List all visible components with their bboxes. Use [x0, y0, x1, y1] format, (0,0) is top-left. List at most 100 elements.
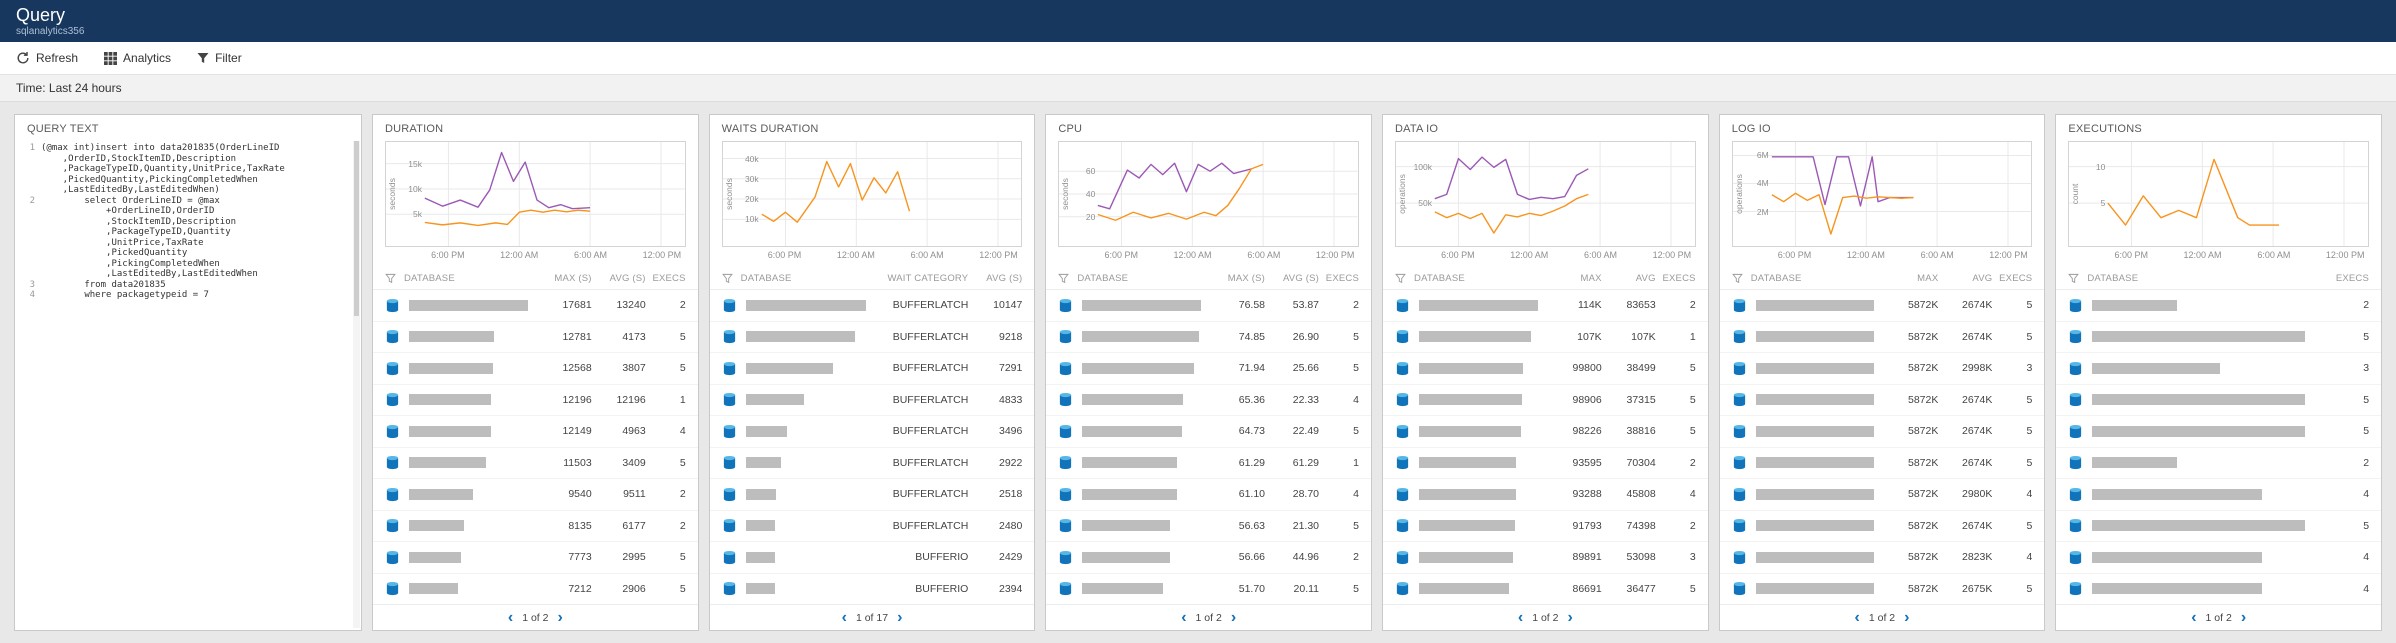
column-header-database[interactable]: DATABASE — [1414, 273, 1465, 284]
column-header-database[interactable]: DATABASE — [404, 273, 455, 284]
table-row[interactable]: BUFFERLATCH 2518 — [709, 479, 1035, 511]
prev-page-icon[interactable]: ‹ — [507, 608, 514, 626]
table-row[interactable]: BUFFERLATCH 2480 — [709, 511, 1035, 542]
table-row[interactable]: 71.94 25.66 5 — [1046, 353, 1372, 385]
column-header-database[interactable]: DATABASE — [1750, 273, 1802, 284]
prev-page-icon[interactable]: ‹ — [1181, 608, 1187, 626]
table-row[interactable]: 98226 38816 5 — [1383, 416, 1708, 448]
table-row[interactable]: 61.29 61.29 1 — [1046, 448, 1372, 479]
column-header[interactable]: AVG — [1972, 273, 1993, 284]
table-row[interactable]: 5872K 2674K 5 — [1719, 385, 2045, 416]
next-page-icon[interactable]: › — [1567, 608, 1573, 626]
table-filter-icon[interactable] — [385, 273, 396, 284]
table-row[interactable]: 5872K 2674K 5 — [1719, 511, 2045, 542]
table-row[interactable]: BUFFERIO 2394 — [710, 574, 1035, 605]
table-row[interactable]: 114K 83653 2 — [1383, 290, 1708, 322]
column-header-database[interactable]: DATABASE — [1077, 273, 1129, 284]
table-row[interactable]: 5872K 2980K 4 — [1719, 479, 2045, 511]
table-row[interactable]: 86691 36477 5 — [1383, 574, 1708, 605]
table-filter-icon[interactable] — [1058, 273, 1070, 284]
next-page-icon[interactable]: › — [2240, 608, 2247, 626]
table-row[interactable]: 5872K 2674K 5 — [1719, 416, 2045, 448]
column-header-database[interactable]: DATABASE — [2087, 273, 2139, 284]
table-row[interactable]: BUFFERLATCH 4833 — [709, 385, 1035, 416]
column-header[interactable]: MAX — [1580, 273, 1602, 284]
table-row[interactable]: 7212 2906 5 — [373, 574, 698, 605]
table-row[interactable]: BUFFERLATCH 9218 — [709, 322, 1035, 353]
table-row[interactable]: 12568 3807 5 — [373, 353, 698, 385]
next-page-icon[interactable]: › — [897, 608, 903, 626]
table-row[interactable]: BUFFERLATCH 10147 — [709, 290, 1035, 322]
column-header[interactable]: EXECS — [1662, 273, 1696, 284]
column-header[interactable]: MAX — [1917, 273, 1939, 284]
next-page-icon[interactable]: › — [1904, 608, 1910, 626]
table-row[interactable]: BUFFERLATCH 2922 — [709, 448, 1035, 479]
table-filter-icon[interactable] — [721, 273, 733, 284]
column-header[interactable]: WAIT CATEGORY — [887, 273, 969, 284]
scrollbar-thumb[interactable] — [354, 141, 359, 317]
column-header[interactable]: EXECS — [652, 273, 686, 284]
table-row[interactable]: BUFFERLATCH 3496 — [709, 416, 1035, 448]
column-header[interactable]: EXECS — [2335, 273, 2370, 284]
prev-page-icon[interactable]: ‹ — [2191, 608, 2197, 626]
table-row[interactable]: BUFFERLATCH 7291 — [709, 353, 1035, 385]
table-row[interactable]: 11503 3409 5 — [373, 448, 698, 479]
table-row[interactable]: 5 — [2056, 416, 2382, 448]
column-header[interactable]: AVG (S) — [1282, 273, 1320, 284]
table-row[interactable]: 4 — [2056, 479, 2382, 511]
scrollbar[interactable] — [353, 141, 360, 628]
column-header[interactable]: AVG (S) — [986, 273, 1023, 284]
table-row[interactable]: 76.58 53.87 2 — [1046, 290, 1372, 322]
table-row[interactable]: 5 — [2056, 322, 2382, 353]
table-row[interactable]: 4 — [2056, 542, 2382, 574]
table-row[interactable]: 2 — [2056, 290, 2382, 322]
table-row[interactable]: 8135 6177 2 — [373, 511, 698, 542]
table-row[interactable]: 51.70 20.11 5 — [1046, 574, 1371, 605]
prev-page-icon[interactable]: ‹ — [1854, 608, 1860, 626]
table-row[interactable]: 93288 45808 4 — [1383, 479, 1708, 511]
column-header[interactable]: AVG — [1635, 273, 1656, 284]
table-row[interactable]: 89891 53098 3 — [1383, 542, 1708, 574]
table-row[interactable]: BUFFERIO 2429 — [709, 542, 1035, 574]
table-filter-icon[interactable] — [1395, 273, 1406, 284]
table-row[interactable]: 56.63 21.30 5 — [1046, 511, 1372, 542]
column-header[interactable]: AVG (S) — [609, 273, 646, 284]
table-filter-icon[interactable] — [1731, 273, 1743, 284]
analytics-button[interactable]: Analytics — [104, 51, 171, 65]
table-row[interactable]: 12196 12196 1 — [373, 385, 698, 416]
table-row[interactable]: 98906 37315 5 — [1383, 385, 1708, 416]
table-row[interactable]: 56.66 44.96 2 — [1046, 542, 1372, 574]
table-row[interactable]: 17681 13240 2 — [373, 290, 698, 322]
table-row[interactable]: 5 — [2056, 511, 2382, 542]
table-row[interactable]: 5 — [2056, 385, 2382, 416]
table-row[interactable]: 93595 70304 2 — [1383, 448, 1708, 479]
prev-page-icon[interactable]: ‹ — [1517, 608, 1524, 626]
time-range-bar[interactable]: Time: Last 24 hours — [0, 75, 2396, 102]
table-row[interactable]: 107K 107K 1 — [1383, 322, 1708, 353]
table-row[interactable]: 65.36 22.33 4 — [1046, 385, 1372, 416]
table-row[interactable]: 5872K 2823K 4 — [1719, 542, 2045, 574]
column-header[interactable]: MAX (S) — [1227, 273, 1266, 284]
table-row[interactable]: 5872K 2675K 5 — [1720, 574, 2045, 605]
table-row[interactable]: 5872K 2674K 5 — [1719, 448, 2045, 479]
table-row[interactable]: 99800 38499 5 — [1383, 353, 1708, 385]
column-header[interactable]: MAX (S) — [554, 273, 592, 284]
refresh-button[interactable]: Refresh — [16, 51, 78, 65]
table-row[interactable]: 2 — [2056, 448, 2382, 479]
table-row[interactable]: 3 — [2056, 353, 2382, 385]
table-row[interactable]: 5872K 2674K 5 — [1719, 322, 2045, 353]
table-row[interactable]: 4 — [2056, 574, 2381, 605]
next-page-icon[interactable]: › — [557, 608, 563, 626]
column-header-database[interactable]: DATABASE — [740, 273, 792, 284]
table-row[interactable]: 64.73 22.49 5 — [1046, 416, 1372, 448]
table-row[interactable]: 61.10 28.70 4 — [1046, 479, 1372, 511]
filter-button[interactable]: Filter — [197, 51, 242, 65]
table-row[interactable]: 12781 4173 5 — [373, 322, 698, 353]
table-row[interactable]: 91793 74398 2 — [1383, 511, 1708, 542]
table-row[interactable]: 74.85 26.90 5 — [1046, 322, 1372, 353]
table-row[interactable]: 5872K 2674K 5 — [1719, 290, 2045, 322]
table-filter-icon[interactable] — [2068, 273, 2080, 284]
next-page-icon[interactable]: › — [1230, 608, 1237, 626]
column-header[interactable]: EXECS — [1999, 273, 2033, 284]
